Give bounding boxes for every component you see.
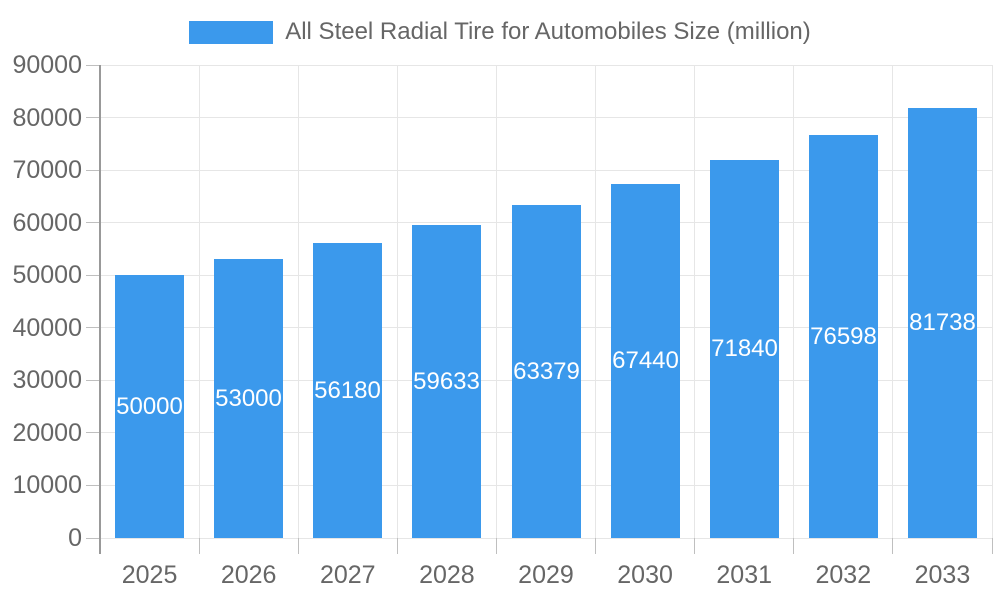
gridline-vertical bbox=[892, 65, 894, 538]
y-tick-label: 90000 bbox=[12, 51, 82, 79]
bar: 67440 bbox=[611, 184, 680, 538]
gridline-vertical bbox=[595, 65, 597, 538]
x-axis-tick bbox=[595, 538, 597, 554]
bar-value-label: 81738 bbox=[909, 309, 976, 336]
x-axis-tick bbox=[793, 538, 795, 554]
x-axis-tick bbox=[495, 538, 497, 554]
gridline-horizontal bbox=[100, 169, 992, 171]
legend-swatch[interactable] bbox=[189, 20, 274, 44]
gridline-vertical bbox=[198, 65, 200, 538]
x-tick-label: 2032 bbox=[815, 561, 872, 589]
bar: 53000 bbox=[214, 259, 283, 538]
x-tick-label: 2031 bbox=[716, 561, 773, 589]
gridline-vertical bbox=[495, 65, 497, 538]
x-axis-tick bbox=[991, 538, 993, 554]
y-tick-label: 40000 bbox=[12, 313, 82, 342]
x-tick-label: 2029 bbox=[518, 561, 574, 589]
legend[interactable]: All Steel Radial Tire for Automobiles Si… bbox=[0, 18, 1000, 46]
gridline-horizontal bbox=[100, 117, 992, 119]
y-axis-tick bbox=[86, 222, 100, 224]
y-axis-tick bbox=[86, 327, 100, 329]
x-tick-label: 2025 bbox=[121, 561, 178, 589]
x-axis-tick bbox=[297, 538, 299, 554]
x-axis-tick bbox=[198, 538, 200, 554]
bar-value-label: 63379 bbox=[513, 357, 580, 385]
x-tick-label: 2026 bbox=[220, 561, 277, 589]
gridline-vertical bbox=[297, 65, 299, 538]
bar: 71840 bbox=[710, 160, 779, 538]
y-tick-label: 30000 bbox=[12, 366, 82, 395]
y-tick-label: 80000 bbox=[12, 103, 82, 132]
y-axis-tick bbox=[86, 379, 100, 381]
bar-value-label: 50000 bbox=[116, 392, 183, 420]
x-tick-label: 2030 bbox=[617, 561, 673, 589]
legend-label: All Steel Radial Tire for Automobiles Si… bbox=[285, 18, 811, 45]
bar: 50000 bbox=[115, 275, 184, 538]
y-axis-tick bbox=[86, 484, 100, 486]
bar-value-label: 53000 bbox=[215, 384, 282, 412]
y-tick-label: 70000 bbox=[12, 156, 82, 185]
bar-value-label: 67440 bbox=[612, 347, 679, 374]
gridline-vertical bbox=[793, 65, 795, 538]
bar: 56180 bbox=[313, 243, 382, 538]
y-tick-label: 60000 bbox=[12, 208, 82, 237]
gridline-horizontal bbox=[100, 537, 992, 539]
bar-value-label: 59633 bbox=[413, 367, 480, 395]
y-axis-tick bbox=[86, 169, 100, 171]
bar: 59633 bbox=[412, 225, 481, 538]
x-tick-label: 2033 bbox=[914, 561, 971, 589]
y-axis-tick bbox=[86, 274, 100, 276]
gridline-vertical bbox=[694, 65, 696, 538]
y-tick-label: 0 bbox=[68, 524, 82, 552]
bar: 76598 bbox=[809, 135, 878, 538]
x-tick-label: 2027 bbox=[319, 561, 376, 589]
y-axis-tick bbox=[86, 537, 100, 539]
bar-value-label: 76598 bbox=[810, 322, 877, 350]
x-tick-label: 2028 bbox=[419, 561, 475, 589]
y-tick-label: 10000 bbox=[12, 471, 82, 500]
gridline-vertical bbox=[991, 65, 993, 538]
bar: 63379 bbox=[512, 205, 581, 538]
y-axis-tick bbox=[86, 432, 100, 434]
x-axis-tick bbox=[694, 538, 696, 554]
y-axis-tick bbox=[86, 64, 100, 66]
bar-value-label: 71840 bbox=[711, 335, 778, 362]
bar-value-label: 56180 bbox=[314, 376, 381, 404]
bar: 81738 bbox=[908, 108, 977, 538]
gridline-vertical bbox=[396, 65, 398, 538]
gridline-horizontal bbox=[100, 64, 992, 66]
y-tick-label: 20000 bbox=[12, 418, 82, 447]
y-axis-line bbox=[99, 65, 101, 554]
x-axis-tick bbox=[892, 538, 894, 554]
y-axis-tick bbox=[86, 117, 100, 119]
y-tick-label: 50000 bbox=[12, 261, 82, 290]
x-axis-tick bbox=[396, 538, 398, 554]
